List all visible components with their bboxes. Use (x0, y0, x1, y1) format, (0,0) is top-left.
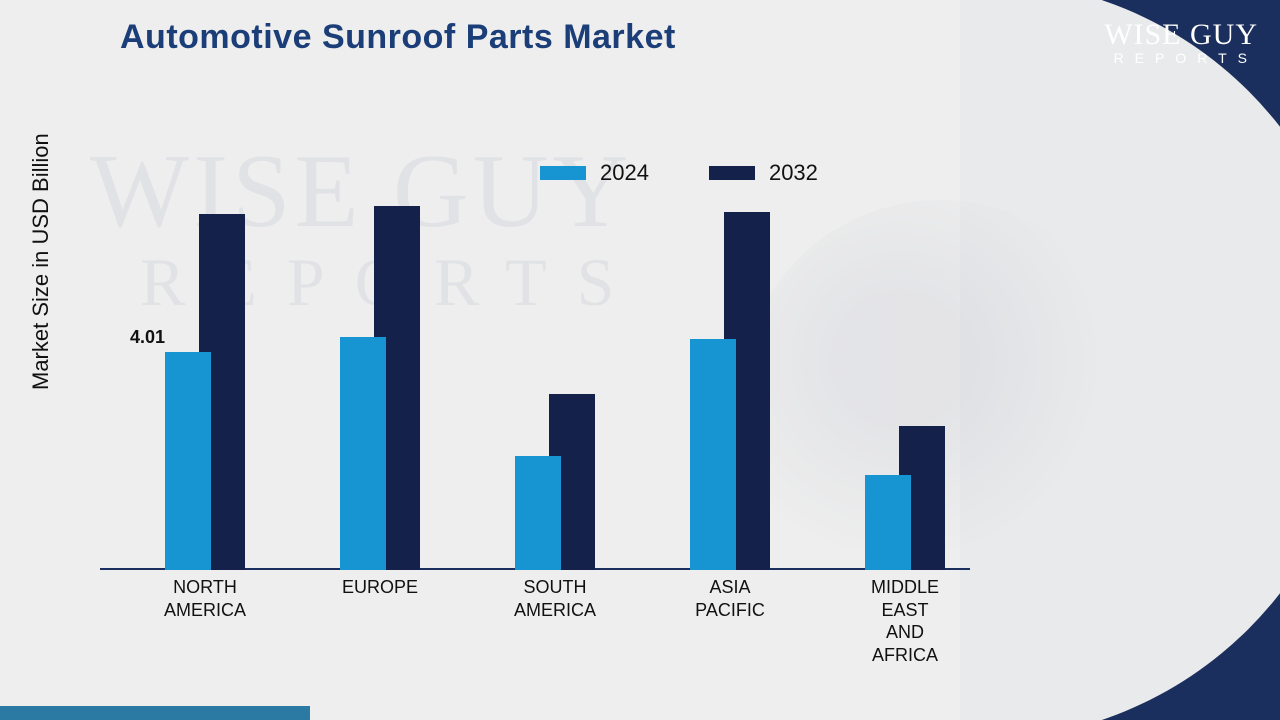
logo-line1: WISE GUY (1104, 18, 1258, 52)
bar-group: NORTH AMERICA4.01 (130, 214, 280, 570)
bar-series-a (340, 337, 386, 570)
legend-label-a: 2024 (600, 160, 649, 186)
y-axis-label: Market Size in USD Billion (28, 133, 54, 390)
category-label: SOUTH AMERICA (514, 576, 596, 621)
brand-logo: WISE GUY REPORTS (1104, 18, 1258, 66)
legend-swatch-b (709, 166, 755, 180)
bar-group: EUROPE (305, 206, 455, 570)
category-label: EUROPE (342, 576, 418, 599)
category-label: MIDDLE EAST AND AFRICA (871, 576, 939, 666)
legend-label-b: 2032 (769, 160, 818, 186)
bar-series-a (165, 352, 211, 570)
bar-series-a (690, 339, 736, 570)
bar-data-label: 4.01 (130, 327, 165, 348)
chart-canvas: WISE GUY REPORTS Automotive Sunroof Part… (0, 0, 1280, 720)
bar-group: ASIA PACIFIC (655, 212, 805, 570)
category-label: ASIA PACIFIC (695, 576, 765, 621)
plot-area: NORTH AMERICA4.01EUROPESOUTH AMERICAASIA… (100, 190, 970, 570)
logo-line2: REPORTS (1104, 50, 1258, 66)
legend-swatch-a (540, 166, 586, 180)
chart-title: Automotive Sunroof Parts Market (120, 18, 676, 57)
bar-group: SOUTH AMERICA (480, 394, 630, 570)
legend-item-2032: 2032 (709, 160, 818, 186)
bar-series-a (865, 475, 911, 570)
bar-group: MIDDLE EAST AND AFRICA (830, 426, 980, 570)
bottom-accent-bar (0, 706, 310, 720)
legend-item-2024: 2024 (540, 160, 649, 186)
bar-series-a (515, 456, 561, 570)
category-label: NORTH AMERICA (164, 576, 246, 621)
chart-legend: 2024 2032 (540, 160, 818, 186)
